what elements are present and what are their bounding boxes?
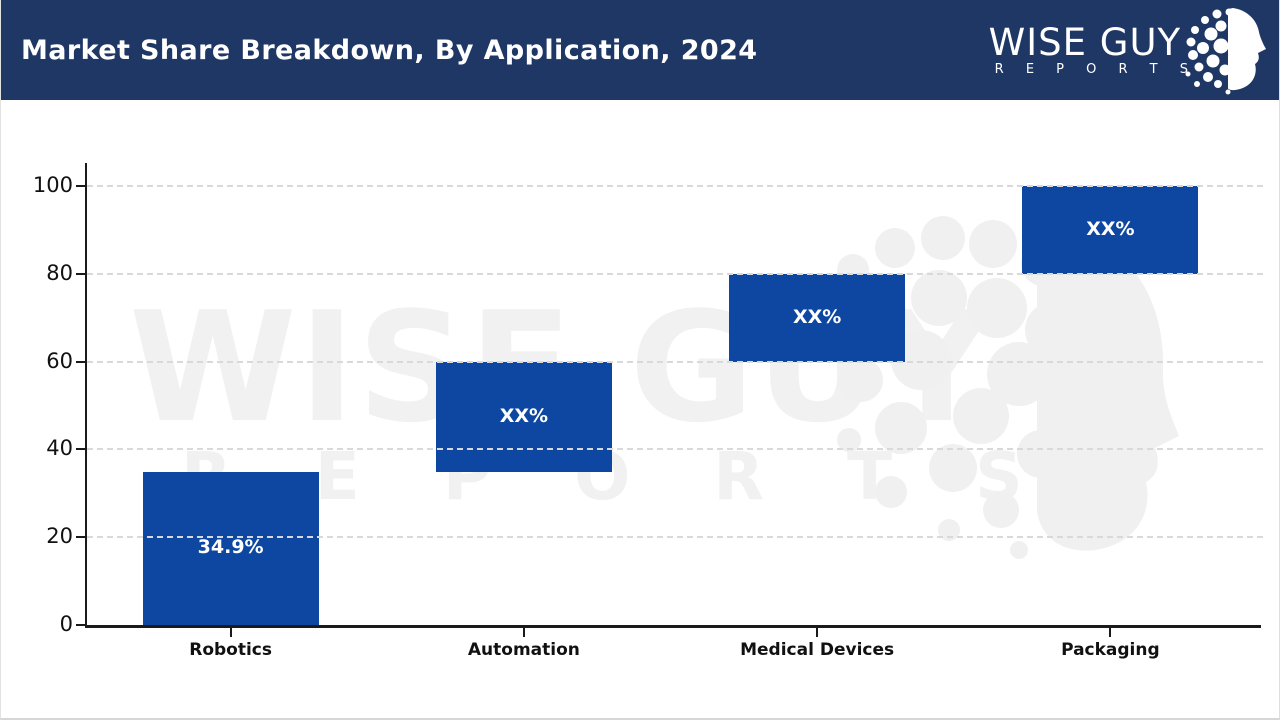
brand-wordmark: WISE GUY — [988, 20, 1182, 64]
y-tick-20 — [76, 536, 85, 539]
y-tick-label-60: 60 — [46, 348, 73, 373]
x-tick-robotics — [229, 628, 232, 637]
x-tick-automation — [522, 628, 525, 637]
bar-value-label-robotics: 34.9% — [197, 536, 264, 559]
brand-subtext: R E P O R T S — [994, 61, 1197, 77]
y-tick-60 — [76, 360, 85, 363]
brand-logo-text: WISE GUY R E P O R T S — [988, 20, 1197, 77]
x-tick-label-medical-devices: Medical Devices — [740, 640, 895, 660]
y-tick-100 — [76, 185, 85, 187]
y-tick-80 — [76, 272, 85, 275]
brand-head-icon — [1185, 8, 1266, 95]
x-tick-packaging — [1109, 628, 1112, 637]
y-tick-label-0: 0 — [59, 612, 73, 636]
y-tick-label-100: 100 — [32, 173, 73, 197]
x-axis-spine — [85, 625, 1261, 628]
gridline-100 — [87, 185, 1263, 187]
watermark-head-icon — [820, 216, 1179, 559]
y-axis-spine — [85, 163, 87, 627]
y-tick-label-40: 40 — [46, 436, 73, 461]
header-bar: Market Share Breakdown, By Application, … — [1, 0, 1279, 100]
y-tick-40 — [76, 448, 85, 451]
page-title: Market Share Breakdown, By Application, … — [21, 34, 758, 66]
y-tick-label-20: 20 — [46, 524, 73, 549]
y-tick-label-80: 80 — [46, 260, 73, 285]
x-tick-label-robotics: Robotics — [189, 640, 273, 660]
y-tick-0 — [76, 624, 85, 626]
x-tick-medical-devices — [816, 628, 819, 637]
x-tick-label-automation: Automation — [467, 640, 580, 660]
brand-logo: WISE GUY R E P O R T S — [989, 0, 1267, 100]
x-tick-label-packaging: Packaging — [1061, 640, 1160, 660]
